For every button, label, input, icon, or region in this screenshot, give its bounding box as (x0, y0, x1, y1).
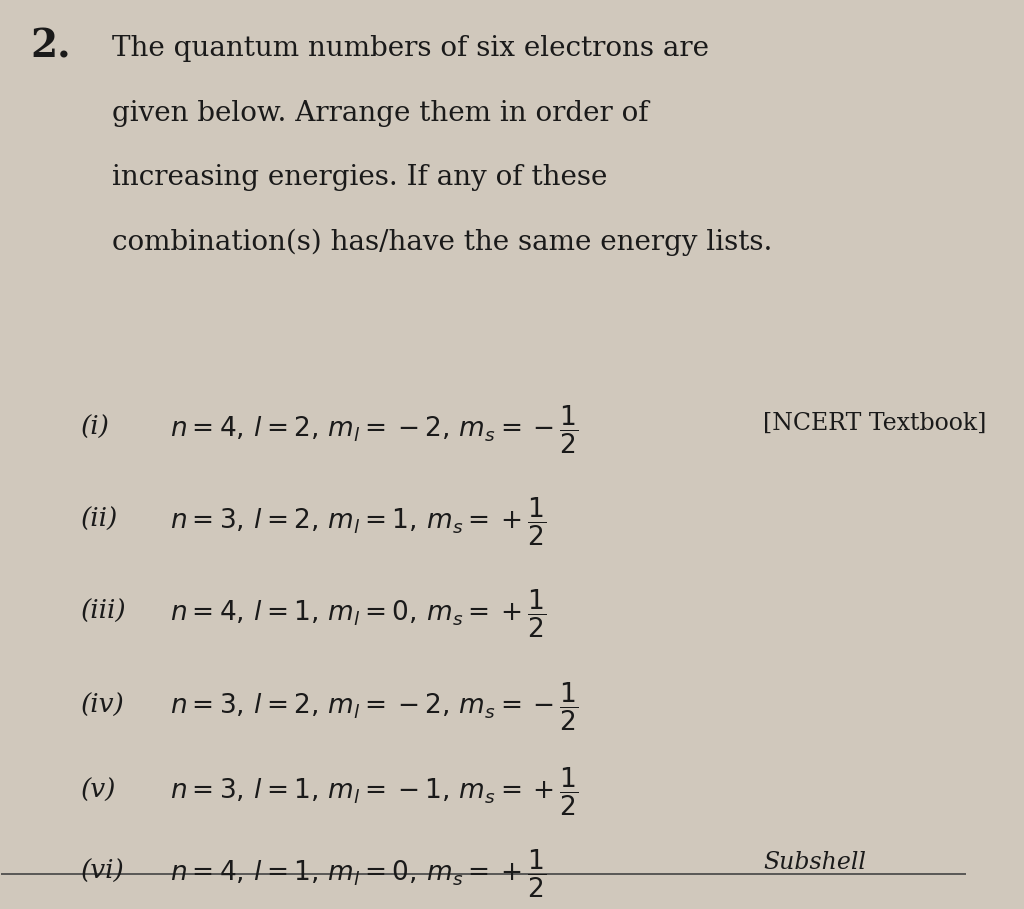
Text: $n = 4,\, l = 1,\, m_l = 0,\, m_s = +\dfrac{1}{2}$: $n = 4,\, l = 1,\, m_l = 0,\, m_s = +\df… (170, 847, 546, 900)
Text: given below. Arrange them in order of: given below. Arrange them in order of (113, 99, 649, 126)
Text: (vi): (vi) (81, 859, 124, 884)
Text: (i): (i) (81, 415, 110, 440)
Text: (iv): (iv) (81, 693, 124, 718)
Text: Subshell: Subshell (763, 851, 866, 874)
Text: combination(s) has/have the same energy lists.: combination(s) has/have the same energy … (113, 228, 773, 256)
Text: [NCERT Textbook]: [NCERT Textbook] (763, 412, 987, 435)
Text: $n = 3,\, l = 2,\, m_l = 1,\, m_s = +\dfrac{1}{2}$: $n = 3,\, l = 2,\, m_l = 1,\, m_s = +\df… (170, 495, 546, 548)
Text: (ii): (ii) (81, 507, 118, 532)
Text: (v): (v) (81, 777, 116, 803)
Text: increasing energies. If any of these: increasing energies. If any of these (113, 164, 607, 191)
Text: $n = 4,\, l = 2,\, m_l = -2,\, m_s = -\dfrac{1}{2}$: $n = 4,\, l = 2,\, m_l = -2,\, m_s = -\d… (170, 404, 579, 456)
Text: $n = 3,\, l = 1,\, m_l = -1,\, m_s = +\dfrac{1}{2}$: $n = 3,\, l = 1,\, m_l = -1,\, m_s = +\d… (170, 766, 579, 818)
Text: The quantum numbers of six electrons are: The quantum numbers of six electrons are (113, 35, 710, 62)
Text: $n = 3,\, l = 2,\, m_l = -2,\, m_s = -\dfrac{1}{2}$: $n = 3,\, l = 2,\, m_l = -2,\, m_s = -\d… (170, 681, 579, 734)
Text: $n = 4,\, l = 1,\, m_l = 0,\, m_s = +\dfrac{1}{2}$: $n = 4,\, l = 1,\, m_l = 0,\, m_s = +\df… (170, 587, 546, 640)
Text: 2.: 2. (31, 28, 71, 66)
Text: (iii): (iii) (81, 599, 126, 624)
